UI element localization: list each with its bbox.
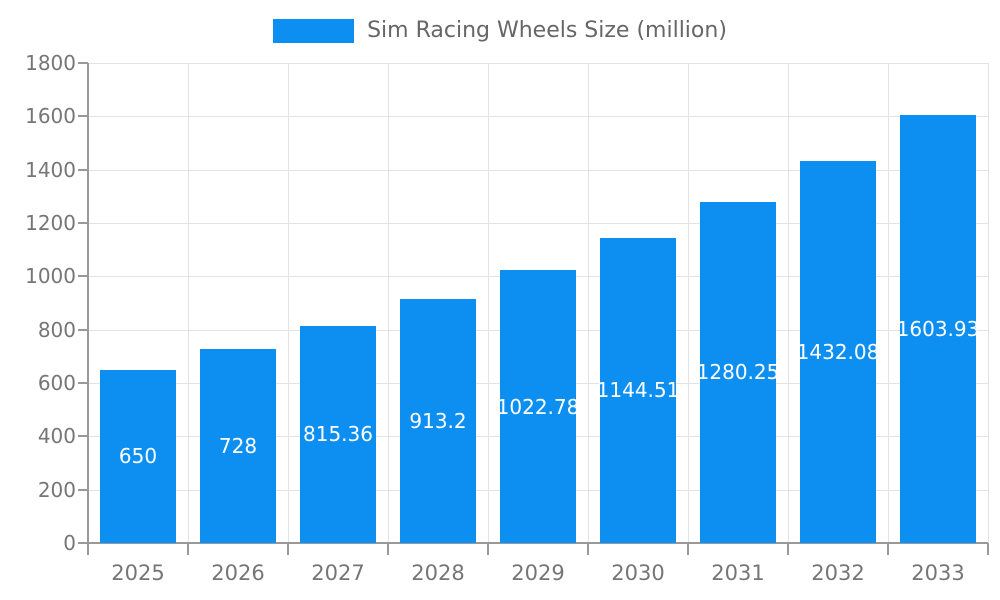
x-tick-mark bbox=[587, 543, 589, 555]
y-gridline bbox=[88, 63, 988, 64]
x-tick-mark bbox=[487, 543, 489, 555]
y-tick-mark bbox=[78, 435, 88, 438]
bar bbox=[800, 161, 876, 543]
x-gridline bbox=[188, 63, 189, 543]
x-tick-mark bbox=[887, 543, 889, 555]
y-tick-label: 600 bbox=[37, 371, 76, 395]
bar-value-label: 1432.08 bbox=[796, 340, 880, 365]
bar bbox=[200, 348, 276, 543]
x-tick-mark bbox=[987, 543, 989, 555]
x-tick-mark bbox=[387, 543, 389, 555]
x-tick-label: 2030 bbox=[611, 561, 665, 585]
bar-value-label: 1022.78 bbox=[496, 394, 580, 419]
x-tick-label: 2026 bbox=[211, 561, 265, 585]
bar bbox=[300, 325, 376, 543]
x-tick-label: 2025 bbox=[111, 561, 165, 585]
x-gridline bbox=[488, 63, 489, 543]
x-axis-line bbox=[88, 542, 988, 544]
x-tick-label: 2029 bbox=[511, 561, 565, 585]
y-gridline bbox=[88, 169, 988, 171]
legend-swatch bbox=[273, 18, 355, 43]
bar-value-label: 815.36 bbox=[303, 422, 373, 447]
bar-value-label: 1144.51 bbox=[596, 378, 680, 403]
y-tick-label: 0 bbox=[63, 531, 76, 555]
y-tick-label: 1200 bbox=[25, 211, 76, 235]
x-gridline bbox=[288, 63, 289, 543]
x-gridline bbox=[388, 63, 389, 543]
x-gridline bbox=[788, 63, 789, 543]
y-tick-mark bbox=[78, 222, 88, 224]
bar bbox=[600, 237, 676, 543]
y-tick-label: 1000 bbox=[25, 264, 76, 289]
y-tick-mark bbox=[78, 275, 88, 278]
x-tick-label: 2031 bbox=[711, 561, 765, 585]
x-tick-mark bbox=[787, 543, 789, 555]
x-gridline bbox=[688, 63, 689, 543]
y-tick-mark bbox=[78, 328, 88, 331]
x-tick-mark bbox=[287, 543, 289, 555]
y-tick-mark bbox=[78, 115, 88, 118]
y-tick-label: 1800 bbox=[25, 51, 76, 75]
bar bbox=[400, 299, 476, 543]
y-tick-mark bbox=[78, 168, 88, 171]
x-tick-label: 2028 bbox=[411, 561, 465, 585]
y-tick-mark bbox=[78, 382, 88, 384]
y-axis-line bbox=[87, 63, 89, 543]
x-tick-mark bbox=[187, 543, 189, 555]
legend-label: Sim Racing Wheels Size (million) bbox=[367, 18, 727, 43]
bar bbox=[500, 270, 576, 543]
bar bbox=[900, 115, 976, 543]
y-tick-label: 1600 bbox=[25, 104, 76, 129]
bar-value-label: 1603.93 bbox=[896, 317, 980, 342]
y-tick-label: 200 bbox=[37, 477, 76, 502]
y-tick-label: 800 bbox=[37, 317, 76, 342]
y-tick-label: 400 bbox=[37, 424, 76, 449]
x-gridline bbox=[888, 63, 889, 543]
bar-value-label: 650 bbox=[118, 444, 158, 469]
bar bbox=[100, 369, 176, 543]
y-tick-label: 1400 bbox=[25, 157, 76, 182]
x-tick-label: 2027 bbox=[311, 561, 365, 585]
x-gridline bbox=[988, 63, 989, 543]
bar-value-label: 913.2 bbox=[409, 409, 467, 434]
bar-value-label: 728 bbox=[218, 433, 258, 458]
y-tick-mark bbox=[78, 488, 88, 491]
bar bbox=[700, 201, 776, 543]
y-gridline bbox=[88, 223, 988, 224]
y-tick-mark bbox=[78, 62, 88, 64]
x-tick-mark bbox=[87, 543, 89, 555]
bar-value-label: 1280.25 bbox=[696, 360, 780, 385]
x-tick-label: 2032 bbox=[811, 561, 865, 585]
x-gridline bbox=[588, 63, 589, 543]
x-tick-label: 2033 bbox=[911, 561, 965, 585]
y-gridline bbox=[88, 116, 988, 118]
chart-legend: Sim Racing Wheels Size (million) bbox=[0, 18, 1000, 43]
y-tick-mark bbox=[78, 542, 88, 544]
x-tick-mark bbox=[687, 543, 689, 555]
